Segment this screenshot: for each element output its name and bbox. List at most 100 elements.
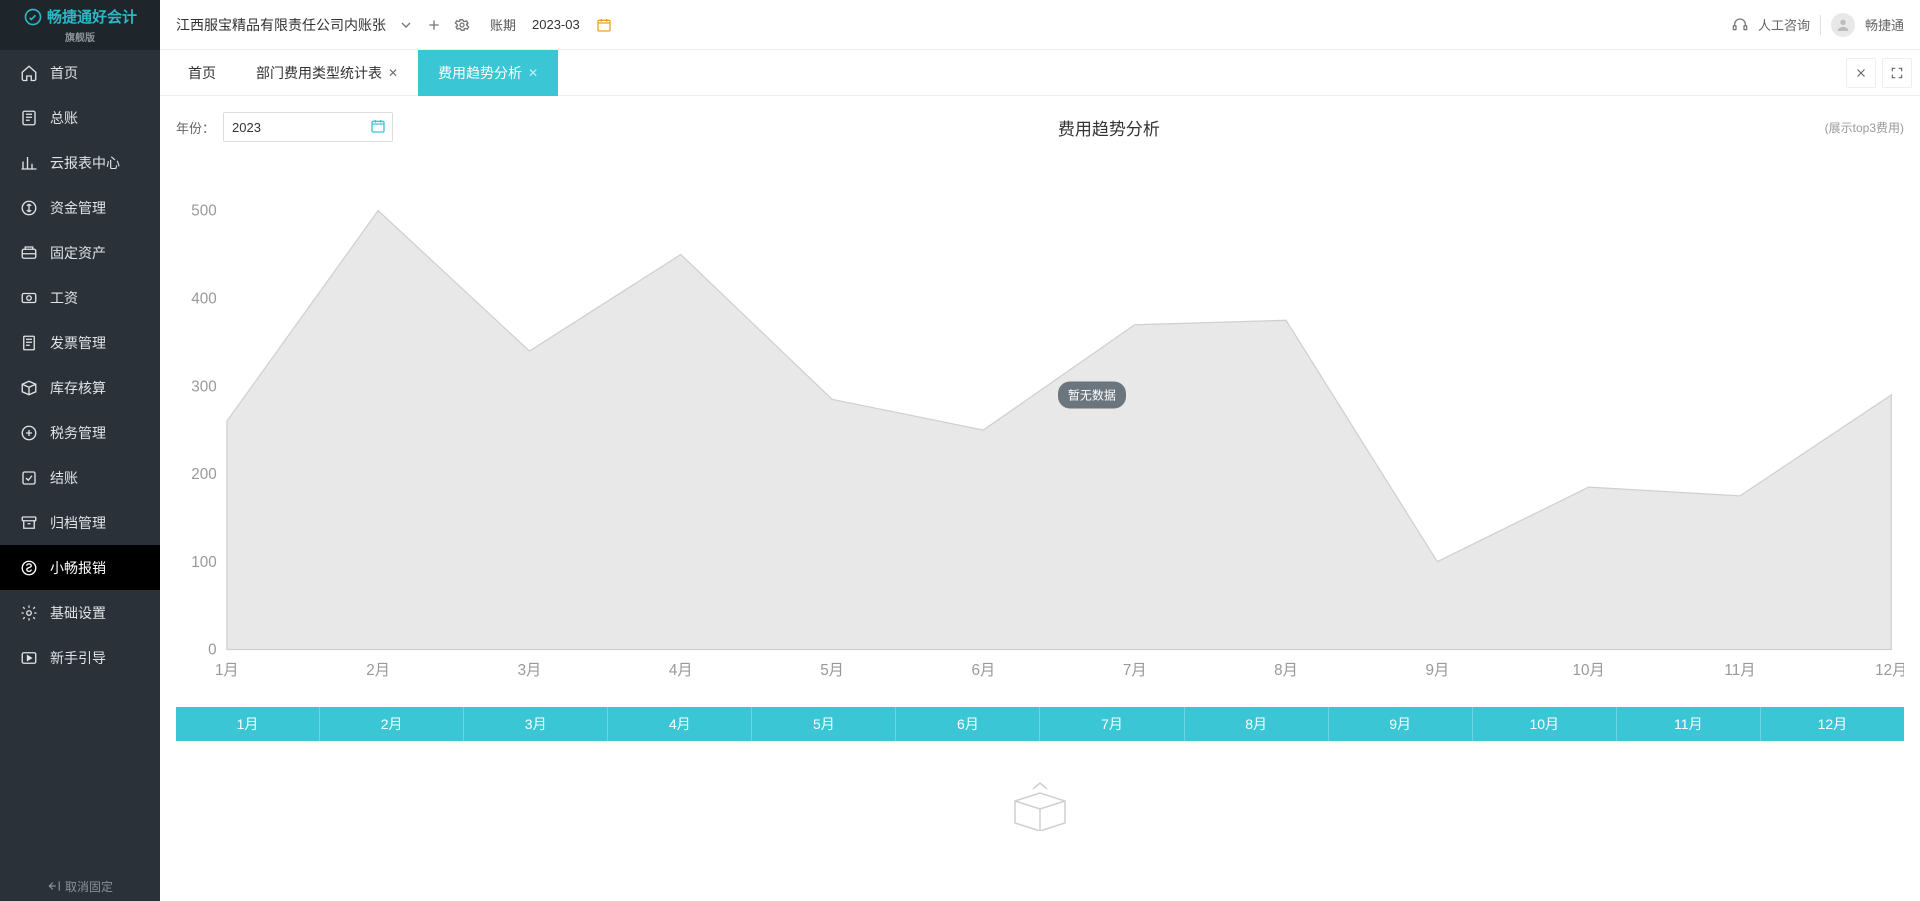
tab-label: 费用趋势分析 — [438, 63, 522, 83]
empty-box-illustration — [1005, 781, 1075, 831]
home-icon — [20, 64, 38, 82]
company-dropdown-icon[interactable] — [398, 17, 414, 33]
month-cell-5[interactable]: 5月 — [752, 707, 896, 741]
sidebar-item-label: 新手引导 — [50, 648, 106, 668]
avatar[interactable] — [1831, 13, 1855, 37]
sidebar-item-label: 工资 — [50, 288, 78, 308]
svg-text:8月: 8月 — [1274, 662, 1298, 679]
month-cell-3[interactable]: 3月 — [464, 707, 608, 741]
inventory-icon — [20, 379, 38, 397]
month-cell-11[interactable]: 11月 — [1617, 707, 1761, 741]
tab-1[interactable]: 部门费用类型统计表✕ — [236, 50, 418, 96]
sidebar-item-label: 发票管理 — [50, 333, 106, 353]
gear-icon[interactable] — [454, 17, 470, 33]
tax-icon — [20, 424, 38, 442]
svg-text:12月: 12月 — [1875, 662, 1904, 679]
topbar: 江西服宝精品有限责任公司内账张 账期 2023-03 人工咨询 畅捷通 — [160, 0, 1920, 50]
help-link[interactable]: 人工咨询 — [1758, 15, 1810, 34]
top3-hint: (展示top3费用) — [1825, 119, 1904, 136]
svg-text:6月: 6月 — [972, 662, 996, 679]
tab-2[interactable]: 费用趋势分析 ✕ — [418, 50, 558, 96]
sidebar-item-salary[interactable]: 工资 — [0, 275, 160, 320]
svg-text:4月: 4月 — [669, 662, 693, 679]
sidebar-item-expense[interactable]: 小畅报销 — [0, 545, 160, 590]
salary-icon — [20, 289, 38, 307]
chart-area: 01002003004005001月2月3月4月5月6月7月8月9月10月11月… — [176, 154, 1904, 691]
svg-text:500: 500 — [191, 203, 216, 220]
sidebar-item-assets[interactable]: 固定资产 — [0, 230, 160, 275]
sidebar-item-reports[interactable]: 云报表中心 — [0, 140, 160, 185]
sidebar-pin-label: 取消固定 — [65, 878, 113, 895]
tab-0[interactable]: 首页 — [168, 50, 236, 96]
sidebar-pin-toggle[interactable]: 取消固定 — [0, 871, 160, 901]
month-cell-4[interactable]: 4月 — [608, 707, 752, 741]
sidebar-item-label: 结账 — [50, 468, 78, 488]
sidebar-item-archive[interactable]: 归档管理 — [0, 500, 160, 545]
settings-icon — [20, 604, 38, 622]
svg-text:2月: 2月 — [366, 662, 390, 679]
period-calendar-icon[interactable] — [596, 17, 612, 33]
brand-name: 畅捷通好会计 — [47, 6, 137, 27]
month-strip: 1月2月3月4月5月6月7月8月9月10月11月12月 — [176, 707, 1904, 741]
sidebar-item-label: 固定资产 — [50, 243, 106, 263]
sidebar-item-label: 归档管理 — [50, 513, 106, 533]
svg-text:10月: 10月 — [1573, 662, 1605, 679]
sidebar: 畅捷通好会计 旗舰版 首页总账云报表中心资金管理固定资产工资发票管理库存核算税务… — [0, 0, 160, 901]
expense-icon — [20, 559, 38, 577]
svg-text:7月: 7月 — [1123, 662, 1147, 679]
year-input-value: 2023 — [232, 120, 261, 135]
sidebar-item-home[interactable]: 首页 — [0, 50, 160, 95]
user-name[interactable]: 畅捷通 — [1865, 15, 1904, 34]
sidebar-item-inventory[interactable]: 库存核算 — [0, 365, 160, 410]
company-name[interactable]: 江西服宝精品有限责任公司内账张 — [176, 15, 386, 35]
tab-close-icon[interactable]: ✕ — [528, 66, 538, 80]
period-value[interactable]: 2023-03 — [532, 17, 580, 32]
svg-text:100: 100 — [191, 554, 216, 571]
sidebar-item-tax[interactable]: 税务管理 — [0, 410, 160, 455]
sidebar-item-settings[interactable]: 基础设置 — [0, 590, 160, 635]
sidebar-nav: 首页总账云报表中心资金管理固定资产工资发票管理库存核算税务管理结账归档管理小畅报… — [0, 50, 160, 871]
sidebar-item-label: 云报表中心 — [50, 153, 120, 173]
ledger-icon — [20, 109, 38, 127]
month-cell-1[interactable]: 1月 — [176, 707, 320, 741]
month-cell-6[interactable]: 6月 — [896, 707, 1040, 741]
calendar-icon — [370, 118, 386, 137]
close-all-tabs-button[interactable] — [1846, 58, 1876, 88]
year-label: 年份： — [176, 118, 215, 137]
sidebar-item-label: 资金管理 — [50, 198, 106, 218]
sidebar-item-guide[interactable]: 新手引导 — [0, 635, 160, 680]
year-input[interactable]: 2023 — [223, 112, 393, 142]
period-label: 账期 — [490, 15, 516, 34]
svg-text:0: 0 — [208, 642, 216, 659]
svg-text:11月: 11月 — [1724, 662, 1755, 679]
svg-text:200: 200 — [191, 466, 216, 483]
sidebar-item-close[interactable]: 结账 — [0, 455, 160, 500]
trend-chart: 01002003004005001月2月3月4月5月6月7月8月9月10月11月… — [176, 154, 1904, 688]
sidebar-item-label: 基础设置 — [50, 603, 106, 623]
sidebar-item-ledger[interactable]: 总账 — [0, 95, 160, 140]
month-cell-2[interactable]: 2月 — [320, 707, 464, 741]
svg-text:1月: 1月 — [215, 662, 239, 679]
month-cell-12[interactable]: 12月 — [1761, 707, 1904, 741]
sidebar-item-label: 首页 — [50, 63, 78, 83]
fullscreen-button[interactable] — [1882, 58, 1912, 88]
assets-icon — [20, 244, 38, 262]
brand-logo: 畅捷通好会计 旗舰版 — [0, 0, 160, 50]
headset-icon[interactable] — [1732, 17, 1748, 33]
chart-tooltip: 暂无数据 — [1058, 382, 1126, 409]
month-cell-9[interactable]: 9月 — [1329, 707, 1473, 741]
page-content: 年份： 2023 费用趋势分析 (展示top3费用) 0100200300400… — [160, 96, 1920, 901]
reports-icon — [20, 154, 38, 172]
add-icon[interactable] — [426, 17, 442, 33]
sidebar-item-label: 税务管理 — [50, 423, 106, 443]
sidebar-item-invoice[interactable]: 发票管理 — [0, 320, 160, 365]
month-cell-7[interactable]: 7月 — [1040, 707, 1184, 741]
month-cell-10[interactable]: 10月 — [1473, 707, 1617, 741]
sidebar-item-label: 库存核算 — [50, 378, 106, 398]
page-title: 费用趋势分析 — [401, 115, 1817, 140]
month-cell-8[interactable]: 8月 — [1185, 707, 1329, 741]
tab-close-icon[interactable]: ✕ — [388, 66, 398, 80]
topbar-divider — [1820, 15, 1821, 35]
invoice-icon — [20, 334, 38, 352]
sidebar-item-funds[interactable]: 资金管理 — [0, 185, 160, 230]
